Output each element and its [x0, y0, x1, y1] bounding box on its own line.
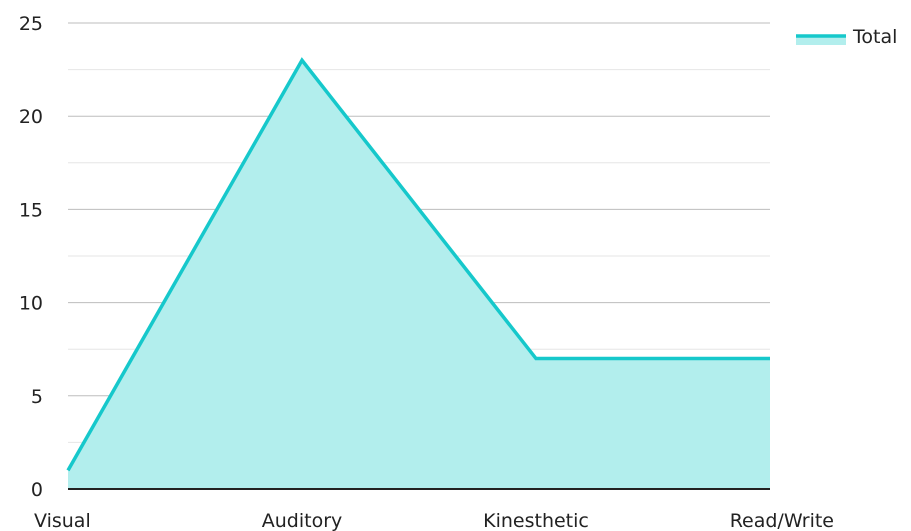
- series-area: [68, 60, 770, 489]
- x-tick-label: Read/Write: [730, 510, 834, 531]
- y-tick-label: 10: [19, 293, 43, 315]
- y-tick-label: 0: [31, 479, 43, 501]
- axes: 0 5 10 15 20 25 Visual Auditory Kinesthetic Read/…: [19, 13, 834, 531]
- y-tick-label: 15: [19, 199, 43, 221]
- series-layer: [66, 57, 770, 489]
- legend[interactable]: Total: [796, 26, 897, 48]
- y-tick-label: 20: [19, 106, 43, 128]
- y-tick-label: 5: [31, 386, 43, 408]
- x-tick-label: Auditory: [262, 510, 343, 531]
- legend-label: Total: [852, 26, 897, 48]
- series-line: [66, 57, 770, 472]
- x-tick-label: Visual: [34, 510, 91, 531]
- x-tick-label: Kinesthetic: [483, 510, 589, 531]
- legend-swatch: [796, 35, 846, 45]
- y-tick-label: 25: [19, 13, 43, 35]
